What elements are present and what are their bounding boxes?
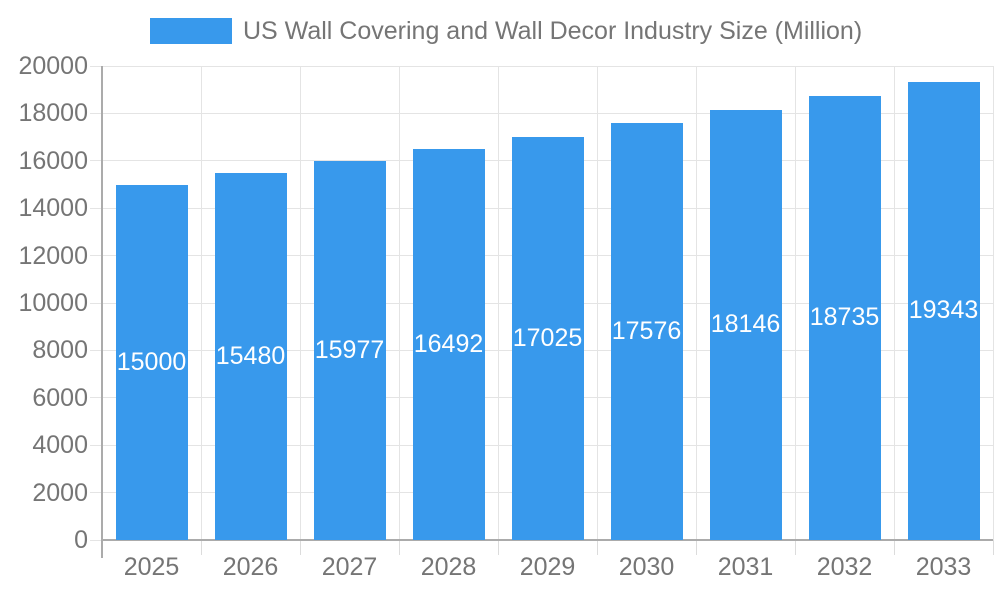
x-axis-tick (398, 540, 400, 555)
y-gridline (90, 112, 993, 114)
x-gridline (398, 66, 400, 540)
bar-value-label: 15000 (116, 347, 187, 376)
x-tick-label: 2026 (222, 553, 279, 581)
bar: 18735 (808, 95, 881, 540)
bar-value-label: 15480 (215, 342, 286, 371)
y-tick-label: 6000 (32, 383, 88, 412)
y-tick-label: 12000 (18, 241, 88, 270)
chart-legend: US Wall Covering and Wall Decor Industry… (150, 18, 862, 44)
bar-value-label: 16492 (413, 330, 484, 359)
x-tick-label: 2030 (618, 553, 675, 581)
chart-title: US Wall Covering and Wall Decor Industry… (243, 17, 863, 45)
x-tick-label: 2025 (123, 553, 180, 581)
x-tick-label: 2033 (915, 553, 972, 581)
x-axis-tick (893, 540, 895, 555)
x-axis-line (101, 539, 993, 541)
bar: 16492 (412, 149, 485, 540)
y-tick-label: 8000 (32, 336, 88, 365)
x-axis-tick (497, 540, 499, 555)
x-axis-tick (200, 540, 202, 555)
bar: 15480 (214, 173, 287, 540)
x-tick-label: 2031 (717, 553, 774, 581)
y-axis-line (101, 66, 103, 558)
x-axis-tick (992, 540, 994, 555)
x-gridline (695, 66, 697, 540)
y-gridline (90, 65, 993, 67)
legend-swatch (150, 18, 232, 44)
y-tick-label: 16000 (18, 146, 88, 175)
bar-value-label: 17025 (512, 323, 583, 352)
bar: 18146 (709, 109, 782, 540)
x-gridline (497, 66, 499, 540)
y-tick-label: 4000 (32, 431, 88, 460)
bar-value-label: 15977 (314, 336, 385, 365)
bar-value-label: 19343 (908, 296, 979, 325)
x-axis-tick (695, 540, 697, 555)
bar: 19343 (907, 81, 980, 540)
x-tick-label: 2027 (321, 553, 378, 581)
x-tick-label: 2029 (519, 553, 576, 581)
y-tick-label: 20000 (18, 52, 88, 80)
y-tick-label: 10000 (18, 289, 88, 317)
x-axis-tick (596, 540, 598, 555)
x-tick-label: 2032 (816, 553, 873, 581)
y-tick-label: 2000 (32, 478, 88, 507)
bar-value-label: 18735 (809, 303, 880, 332)
bar: 15000 (115, 184, 188, 540)
x-gridline (200, 66, 202, 540)
x-gridline (893, 66, 895, 540)
bar: 17025 (511, 136, 584, 540)
x-gridline (794, 66, 796, 540)
x-gridline (992, 66, 994, 540)
bar: 15977 (313, 161, 386, 540)
x-tick-label: 2028 (420, 553, 477, 581)
bar: 17576 (610, 123, 683, 540)
bar-value-label: 18146 (710, 310, 781, 339)
x-gridline (596, 66, 598, 540)
y-tick-label: 18000 (18, 99, 88, 128)
bar-value-label: 17576 (611, 317, 682, 346)
x-axis-tick (794, 540, 796, 555)
x-axis-tick (299, 540, 301, 555)
y-tick-label: 14000 (18, 194, 88, 223)
y-tick-label: 0 (74, 526, 88, 554)
x-gridline (299, 66, 301, 540)
